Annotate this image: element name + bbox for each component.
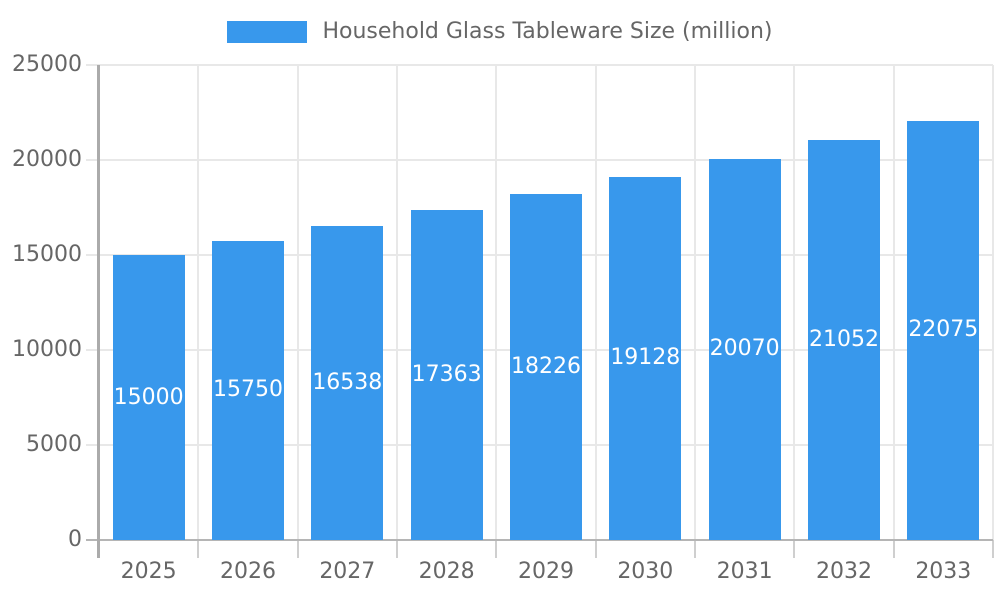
x-tick	[892, 540, 895, 558]
bar[interactable]	[609, 176, 682, 540]
y-tick-label: 25000	[12, 52, 82, 77]
bar[interactable]	[808, 140, 880, 540]
y-tick-label: 5000	[26, 432, 82, 457]
bar[interactable]	[510, 193, 582, 540]
x-tick-label: 2026	[219, 559, 276, 584]
y-tick-label: 10000	[12, 337, 82, 362]
gridline-v	[594, 65, 597, 540]
legend-swatch	[227, 21, 308, 43]
gridline-v	[694, 65, 696, 540]
bar-value-label: 18226	[510, 353, 581, 379]
x-tick-label: 2032	[815, 559, 872, 584]
x-tick-label: 2027	[319, 559, 376, 584]
x-tick-label: 2033	[915, 559, 972, 584]
x-tick	[992, 540, 994, 558]
bar[interactable]	[410, 210, 483, 540]
bar-value-label: 19128	[610, 345, 681, 371]
gridline-v	[396, 65, 398, 540]
gridline-v	[892, 65, 895, 540]
gridline-v	[197, 65, 200, 540]
bar-value-label: 16538	[312, 369, 383, 395]
x-tick-label: 2031	[716, 559, 773, 584]
gridline-h	[86, 64, 993, 66]
bar-value-label: 15750	[212, 377, 283, 403]
bar-value-label: 17363	[411, 362, 482, 388]
x-tick	[396, 540, 398, 558]
x-tick	[495, 540, 498, 558]
bar[interactable]	[708, 158, 781, 540]
gridline-v	[495, 65, 498, 540]
y-tick-label: 20000	[12, 147, 82, 172]
gridline-v	[992, 65, 994, 540]
gridline-v	[793, 65, 796, 540]
x-tick	[296, 540, 299, 558]
bar-value-label: 22075	[908, 317, 979, 343]
bar[interactable]	[212, 240, 284, 540]
legend-item[interactable]: Household Glass Tableware Size (million)	[227, 19, 773, 44]
gridline-v	[296, 65, 299, 540]
x-tick-label: 2029	[517, 559, 574, 584]
x-tick-label: 2028	[418, 559, 475, 584]
x-tick	[594, 540, 597, 558]
x-tick-label: 2030	[617, 559, 674, 584]
y-tick-label: 15000	[12, 242, 82, 267]
y-tick-label: 0	[68, 527, 82, 552]
gridline-h	[86, 159, 993, 161]
bar[interactable]	[112, 255, 185, 540]
bar[interactable]	[311, 225, 384, 540]
x-tick	[694, 540, 696, 558]
bar-value-label: 15000	[113, 384, 184, 410]
y-axis-line	[97, 65, 100, 558]
x-axis-line	[86, 539, 993, 541]
x-tick	[197, 540, 200, 558]
bar-value-label: 20070	[709, 336, 780, 362]
x-tick-label: 2025	[120, 559, 177, 584]
bar[interactable]	[907, 120, 980, 540]
x-tick	[793, 540, 796, 558]
legend-label: Household Glass Tableware Size (million)	[322, 19, 773, 44]
legend: Household Glass Tableware Size (million)	[0, 21, 1000, 43]
bar-value-label: 21052	[808, 327, 879, 352]
